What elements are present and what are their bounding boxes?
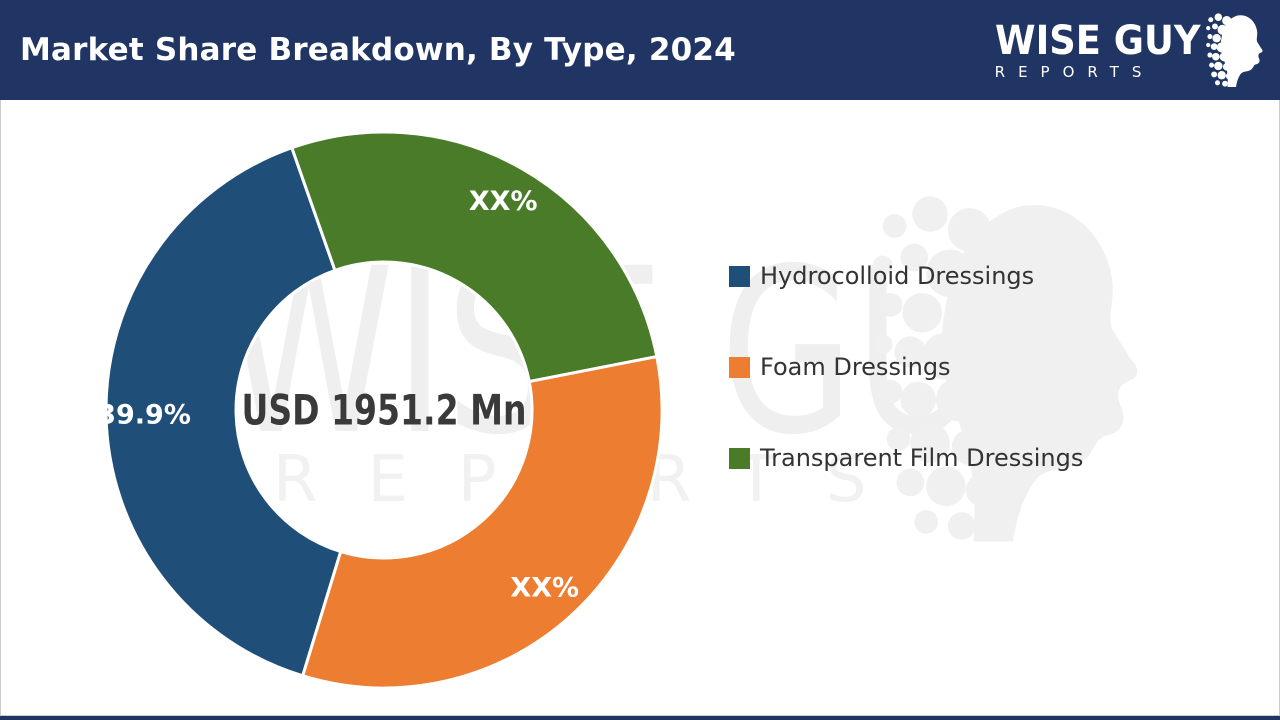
legend-item-foam-dressings: Foam Dressings [729,353,1083,381]
legend-label: Foam Dressings [760,353,951,381]
segment-label-hydrocolloid-dressings: 39.9% [97,399,191,430]
segment-transparent-film-dressings [290,130,659,384]
header-bar: Market Share Breakdown, By Type, 2024 WI… [0,0,1280,100]
legend-swatch-foam-dressings [729,356,750,378]
logo-wordmark: WISE GUY [994,17,1201,64]
logo-subtitle: REPORTS [994,62,1155,81]
legend-label: Hydrocolloid Dressings [760,262,1035,290]
segment-label-foam-dressings: XX% [510,573,579,604]
wiseguy-head-icon [1204,13,1268,87]
footer-bar [0,716,1280,720]
center-value-label: USD 1951.2 Mn [242,386,527,435]
legend-label: Transparent Film Dressings [760,444,1084,472]
donut-chart: 39.9% XX% XX% USD 1951.2 Mn [97,130,664,690]
legend-swatch-hydrocolloid-dressings [729,265,750,287]
chart-area: WISE GUY REPORTS 39.9%XX%XX%USD 1951.2 M… [0,100,1280,716]
legend-item-hydrocolloid-dressings: Hydrocolloid Dressings [729,262,1083,290]
legend: Hydrocolloid Dressings Foam Dressings Tran… [729,262,1083,535]
wiseguy-logo: WISE GUY REPORTS [995,13,1280,87]
segment-hydrocolloid-dressings [104,146,343,678]
legend-swatch-transparent-film-dressings [729,447,750,469]
segment-label-transparent-film-dressings: XX% [469,186,538,217]
legend-item-transparent-film-dressings: Transparent Film Dressings [729,444,1083,472]
page-title: Market Share Breakdown, By Type, 2024 [20,32,736,68]
segment-foam-dressings [301,355,664,690]
